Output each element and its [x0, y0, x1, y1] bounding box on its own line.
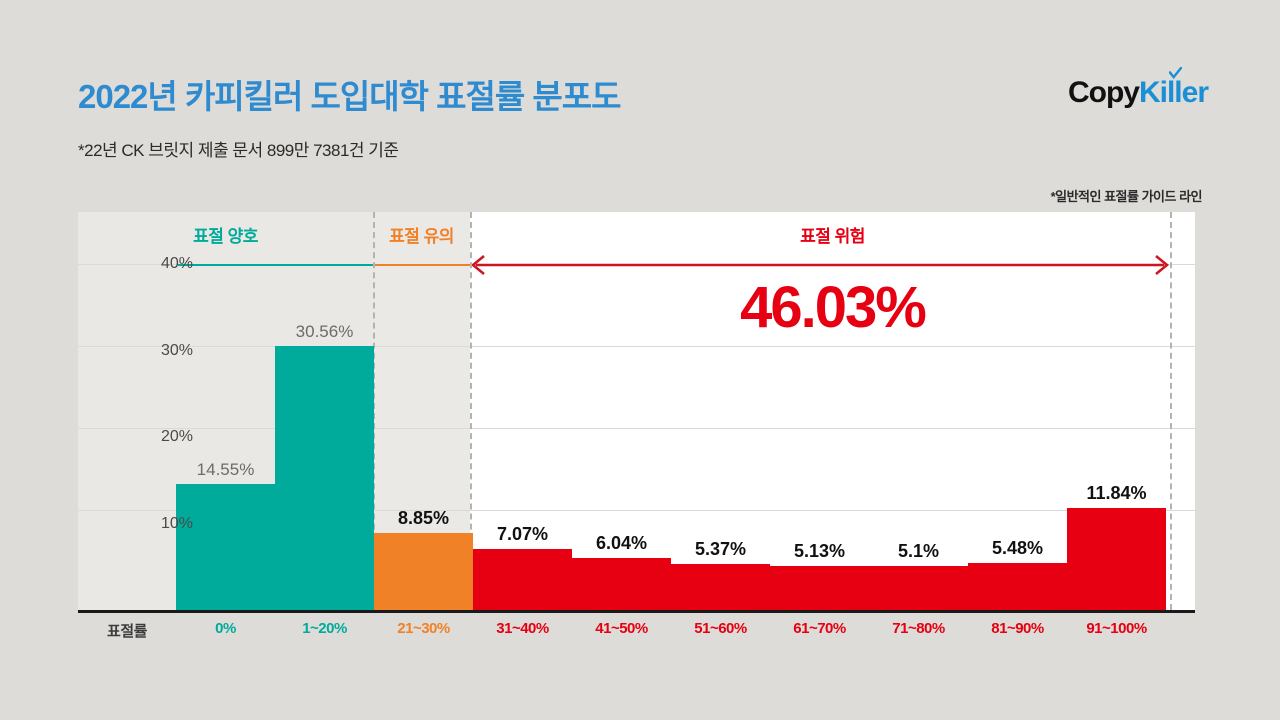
x-axis-title: 표절률	[107, 623, 147, 640]
axis-baseline	[78, 610, 1195, 613]
guideline-note: *일반적인 표절률 가이드 라인	[1050, 189, 1203, 204]
bar-value-label: 6.04%	[595, 532, 648, 553]
zone-divider-1	[373, 212, 375, 610]
copykiller-logo: CopyKiller	[1067, 67, 1209, 110]
gridline-10	[78, 510, 1195, 511]
check-icon	[1168, 67, 1182, 79]
zone-divider-2	[470, 212, 472, 610]
bar-value-label: 8.85%	[397, 508, 450, 529]
logo-copy-text: Copy	[1067, 76, 1140, 109]
bar-91~100%[interactable]: 11.84%	[1067, 483, 1166, 610]
x-tick-31~40%: 31~40%	[496, 620, 549, 637]
danger-range-arrow	[470, 253, 1170, 277]
bar-41~50%[interactable]: 6.04%	[572, 533, 671, 610]
page-title: 2022년 카피킬러 도입대학 표절률 분포도	[78, 78, 621, 115]
y-tick-10: 10%	[160, 514, 193, 532]
bar-71~80%[interactable]: 5.1%	[869, 541, 968, 610]
bar-value-label: 5.1%	[897, 540, 940, 561]
x-tick-71~80%: 71~80%	[892, 620, 945, 637]
bar-21~30%[interactable]: 8.85%	[374, 508, 473, 610]
zone-label-good: 표절 양호	[193, 227, 258, 246]
y-tick-40: 40%	[160, 255, 193, 272]
gridline-20	[78, 428, 1195, 429]
bar-series: 14.55% 30.56% 8.85% 7.07% 6.04% 5.37% 5.13% 5.1…	[78, 212, 1195, 610]
bar-value-label: 5.37%	[694, 538, 747, 559]
bar-0%[interactable]: 14.55%	[176, 460, 275, 610]
bar-value-label: 5.13%	[793, 540, 846, 561]
gridline-30	[78, 346, 1195, 347]
x-tick-41~50%: 41~50%	[595, 620, 648, 637]
bar-31~40%[interactable]: 7.07%	[473, 524, 572, 610]
bar-61~70%[interactable]: 5.13%	[770, 541, 869, 610]
y-tick-20: 20%	[160, 428, 193, 445]
page-subtitle: *22년 CK 브릿지 제출 문서 899만 7381건 기준	[78, 141, 399, 160]
x-tick-91~100%: 91~100%	[1086, 620, 1147, 637]
bar-81~90%[interactable]: 5.48%	[968, 538, 1067, 610]
x-tick-0%: 0%	[215, 620, 236, 637]
guideline-good	[178, 264, 373, 266]
danger-total-callout: 46.03%	[740, 275, 927, 340]
bar-51~60%[interactable]: 5.37%	[671, 539, 770, 610]
zone-label-warn: 표절 유의	[389, 227, 454, 246]
bar-value-label: 7.07%	[496, 523, 549, 544]
logo-killer-text: Killer	[1139, 67, 1209, 109]
zone-divider-3	[1170, 212, 1172, 610]
x-tick-61~70%: 61~70%	[793, 620, 846, 637]
bar-1~20%[interactable]: 30.56%	[275, 322, 374, 610]
guideline-warn	[373, 264, 470, 266]
bar-value-label: 14.55%	[196, 460, 255, 480]
bar-value-label: 5.48%	[991, 537, 1044, 558]
bar-value-label: 11.84%	[1086, 482, 1147, 503]
y-tick-30: 30%	[160, 341, 193, 359]
chart-area: 표절 양호 표절 유의 표절 위험 46.03% 14.55% 30.56% 8.8…	[78, 212, 1195, 610]
zone-label-danger: 표절 위험	[800, 227, 865, 246]
x-tick-1~20%: 1~20%	[302, 620, 347, 637]
x-tick-51~60%: 51~60%	[694, 620, 747, 637]
x-tick-81~90%: 81~90%	[991, 620, 1044, 637]
bar-value-label: 30.56%	[295, 321, 354, 341]
x-tick-21~30%: 21~30%	[397, 620, 450, 637]
